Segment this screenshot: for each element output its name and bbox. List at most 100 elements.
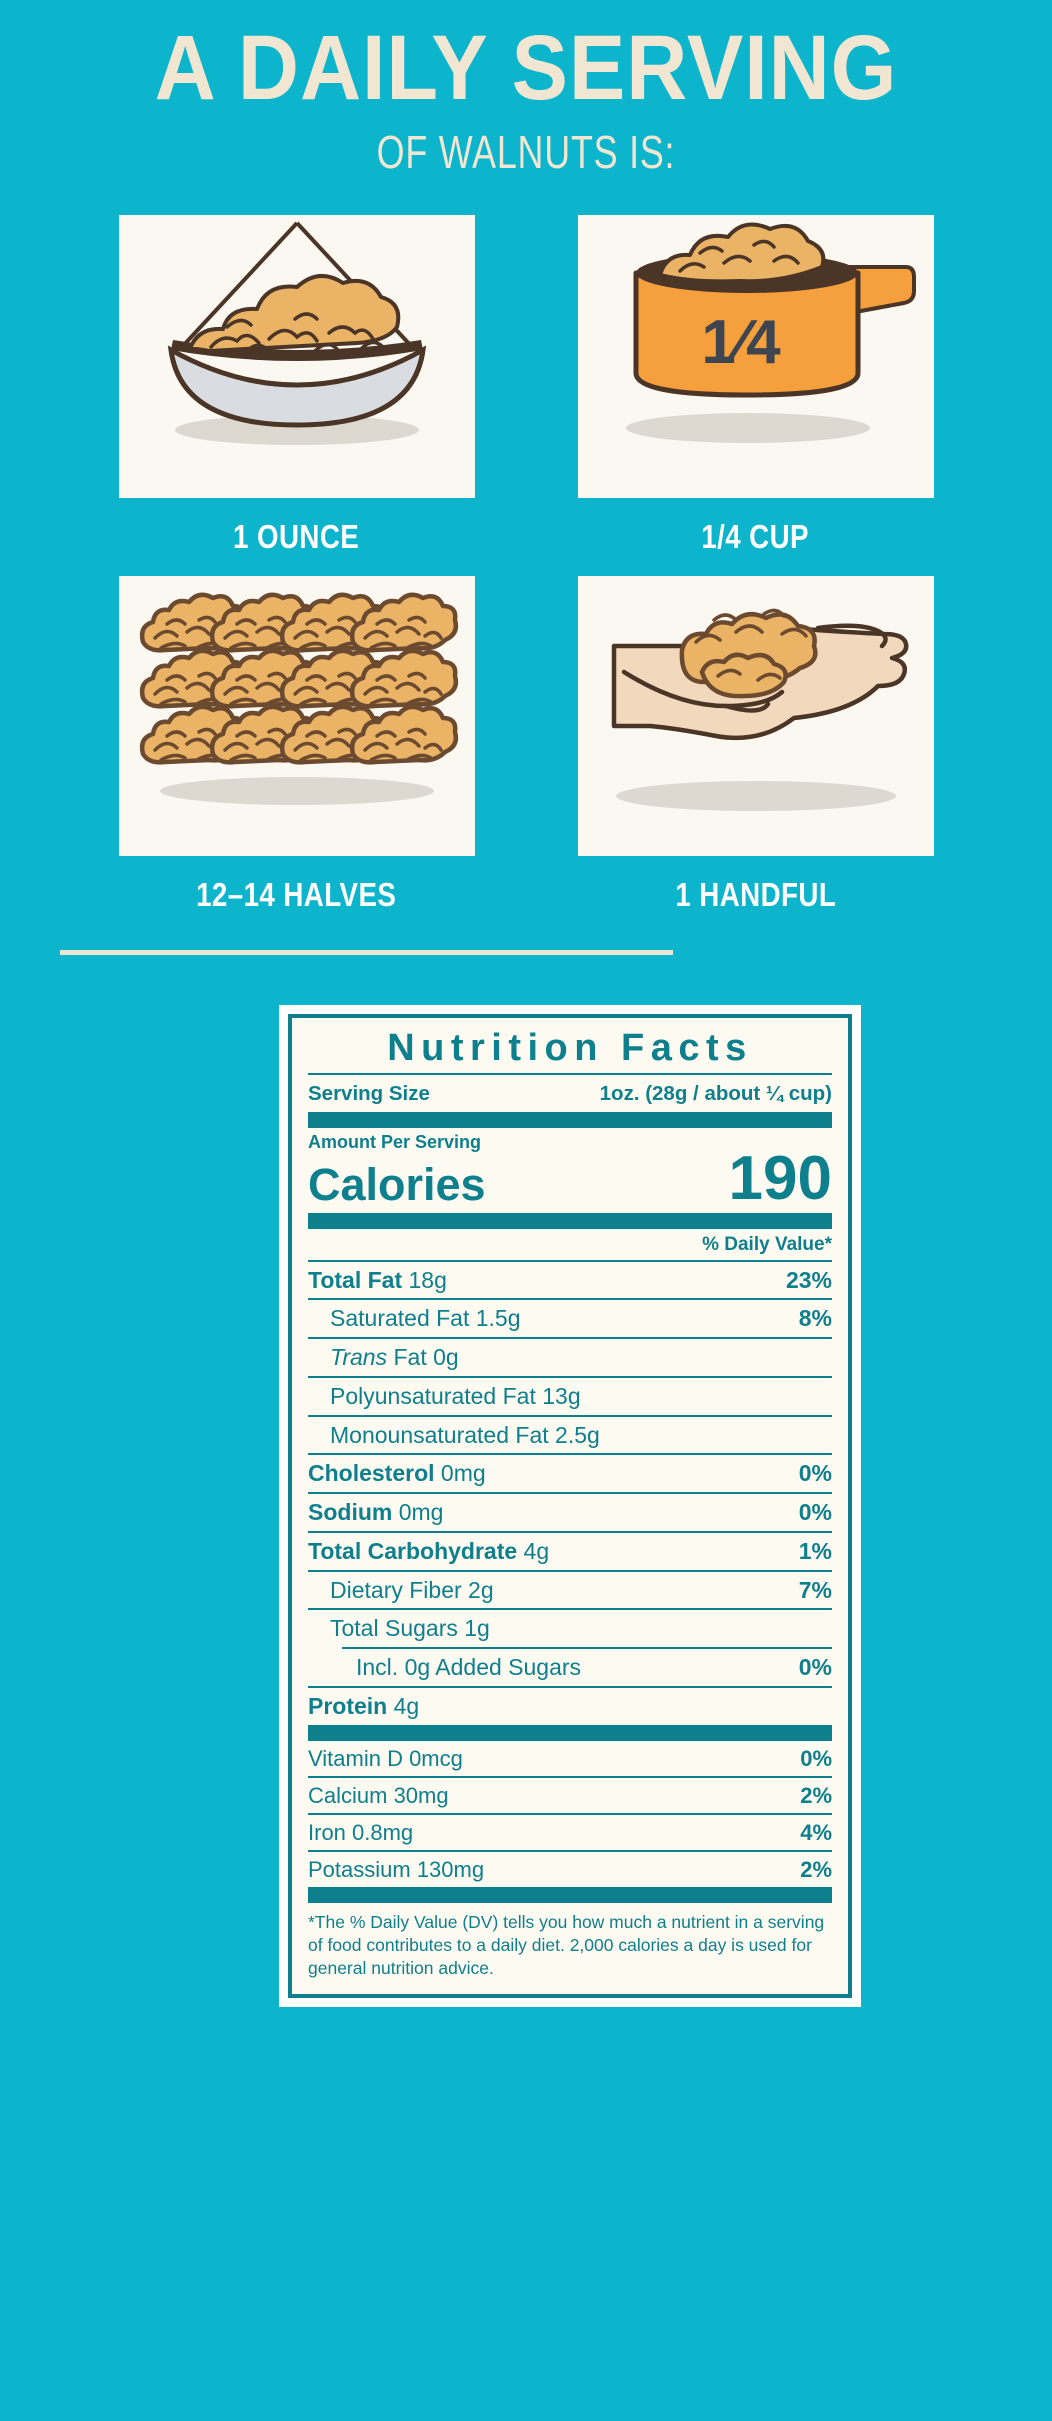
section-divider	[60, 949, 673, 955]
vitamin-row: Potassium 130mg 2%	[308, 1852, 832, 1887]
serving-cell-halves: 12–14 HALVES	[111, 575, 482, 928]
rule	[308, 1812, 832, 1815]
page-title: A DAILY SERVING	[154, 17, 898, 119]
rule-thick-footnote	[308, 1886, 832, 1903]
nutrient-daily-value: 8%	[798, 1305, 832, 1332]
hand-walnuts-icon	[611, 608, 908, 811]
nutrition-facts-title: Nutrition Facts	[387, 1026, 753, 1069]
rule	[342, 1647, 832, 1650]
rule	[308, 1072, 832, 1075]
nutrient-row: Total Carbohydrate 4g 1%	[308, 1533, 832, 1570]
nutrition-section: NUTRITION FACTS FOR WALNUTS Nutrition Fa…	[0, 1004, 1052, 2205]
vitamin-daily-value: 2%	[800, 1856, 832, 1882]
rule	[308, 1453, 832, 1456]
daily-value-header: % Daily Value*	[702, 1233, 832, 1255]
vitamin-name: Vitamin D 0mcg	[308, 1745, 463, 1771]
serving-size-row: Serving Size 1oz. (28g / about ¼ cup)	[308, 1075, 832, 1112]
nutrient-name: Monounsaturated Fat 2.5g	[330, 1421, 600, 1448]
nutrient-daily-value: 0%	[798, 1654, 832, 1681]
nutrient-name: Total Carbohydrate 4g	[308, 1537, 550, 1564]
amount-per-serving-label: Amount Per Serving	[308, 1131, 482, 1152]
nutrient-row: Sodium 0mg 0%	[308, 1494, 832, 1531]
rule	[308, 1414, 832, 1417]
rule-thick-calories	[308, 1212, 832, 1229]
page-subtitle: OF WALNUTS IS:	[376, 125, 676, 178]
nutrient-name: Total Fat 18g	[308, 1266, 447, 1293]
nutrient-row: Trans Fat 0g	[308, 1339, 832, 1376]
nutrient-name: Cholesterol 0mg	[308, 1460, 486, 1487]
vitamin-name: Iron 0.8mg	[308, 1819, 414, 1845]
rule	[308, 1375, 832, 1378]
rule	[308, 1685, 832, 1688]
rule-thick-vitamins	[308, 1724, 832, 1741]
nutrient-name: Trans Fat 0g	[330, 1344, 459, 1371]
vitamin-daily-value: 4%	[800, 1819, 832, 1845]
measuring-cup-icon: 1⁄4	[625, 222, 916, 443]
nutrient-row: Polyunsaturated Fat 13g	[308, 1378, 832, 1415]
serving-card-ounce	[118, 214, 475, 498]
cup-fraction-label: 1⁄4	[701, 308, 781, 377]
rule	[308, 1492, 832, 1495]
nutrient-rows: Total Fat 18g 23% Saturated Fat 1.5g 8% Tran…	[308, 1259, 832, 1725]
rule	[308, 1775, 832, 1778]
nutrient-row: Cholesterol 0mg 0%	[308, 1455, 832, 1492]
nutrient-row: Incl. 0g Added Sugars 0%	[308, 1649, 832, 1686]
vitamin-name: Calcium 30mg	[308, 1782, 449, 1808]
serving-label-quarter-cup: 1/4 CUP	[701, 517, 810, 555]
nutrient-name: Incl. 0g Added Sugars	[356, 1654, 582, 1681]
vitamin-name: Potassium 130mg	[308, 1856, 485, 1882]
nutrition-facts-inner: Nutrition Facts Serving Size 1oz. (28g /…	[288, 1013, 852, 1999]
calories-block: Amount Per Serving Calories 190	[308, 1128, 832, 1213]
rule	[308, 1608, 832, 1611]
nutrient-daily-value: 1%	[798, 1537, 832, 1564]
nutrient-row: Total Sugars 1g	[308, 1610, 832, 1647]
rule	[308, 1337, 832, 1340]
vitamin-rows: Vitamin D 0mcg 0% Calcium 30mg 2% Iron 0.8mg…	[308, 1741, 832, 1887]
vitamin-daily-value: 0%	[800, 1745, 832, 1771]
serving-cell-ounce: 1 OUNCE	[111, 214, 482, 570]
vitamin-row: Calcium 30mg 2%	[308, 1778, 832, 1813]
calories-value: 190	[728, 1143, 832, 1213]
nutrient-name: Saturated Fat 1.5g	[330, 1305, 521, 1332]
nutrient-name: Total Sugars 1g	[330, 1615, 490, 1642]
nutrient-daily-value: 7%	[798, 1576, 832, 1603]
nutrition-facts-panel: Nutrition Facts Serving Size 1oz. (28g /…	[279, 1004, 861, 2008]
vitamin-daily-value: 2%	[800, 1782, 832, 1808]
serving-size-value: 1oz. (28g / about ¼ cup)	[599, 1081, 832, 1105]
rule	[308, 1569, 832, 1572]
rule	[308, 1530, 832, 1533]
serving-cell-quarter-cup: 1⁄4 1/4 CUP	[570, 214, 941, 570]
footnote: *The % Daily Value (DV) tells you how mu…	[308, 1911, 825, 1979]
serving-card-quarter-cup: 1⁄4	[577, 214, 934, 498]
nutrient-daily-value: 0%	[798, 1499, 832, 1526]
nutrient-name: Protein 4g	[308, 1692, 420, 1719]
calories-label: Calories	[308, 1159, 486, 1211]
nutrient-name: Dietary Fiber 2g	[330, 1576, 494, 1603]
vitamin-row: Vitamin D 0mcg 0%	[308, 1741, 832, 1776]
nutrient-row: Protein 4g	[308, 1688, 832, 1725]
header: A DAILY SERVING OF WALNUTS IS:	[0, 0, 1052, 178]
nutrient-row: Monounsaturated Fat 2.5g	[308, 1417, 832, 1454]
rule-thick-top	[308, 1111, 832, 1128]
rule	[308, 1298, 832, 1301]
rule	[308, 1849, 832, 1852]
serving-card-halves	[118, 575, 475, 856]
serving-label-ounce: 1 OUNCE	[233, 517, 360, 555]
serving-card-handful	[577, 575, 934, 856]
nutrient-daily-value: 0%	[798, 1460, 832, 1487]
serving-cell-handful: 1 HANDFUL	[570, 575, 941, 928]
serving-label-halves: 12–14 HALVES	[196, 875, 397, 913]
scale-bowl-walnuts-icon	[167, 221, 426, 445]
rule	[308, 1259, 832, 1262]
nutrient-daily-value: 23%	[785, 1266, 832, 1293]
vitamin-row: Iron 0.8mg 4%	[308, 1815, 832, 1850]
serving-size-label: Serving Size	[308, 1081, 430, 1105]
walnut-halves-grid-icon	[119, 576, 475, 805]
nutrient-name: Polyunsaturated Fat 13g	[330, 1382, 581, 1409]
nutrient-row: Total Fat 18g 23%	[308, 1262, 832, 1299]
nutrient-row: Saturated Fat 1.5g 8%	[308, 1300, 832, 1337]
nutrient-name: Sodium 0mg	[308, 1499, 444, 1526]
serving-card-grid: 1 OUNCE	[111, 214, 941, 928]
nutrient-row: Dietary Fiber 2g 7%	[308, 1572, 832, 1609]
serving-label-handful: 1 HANDFUL	[675, 875, 836, 913]
